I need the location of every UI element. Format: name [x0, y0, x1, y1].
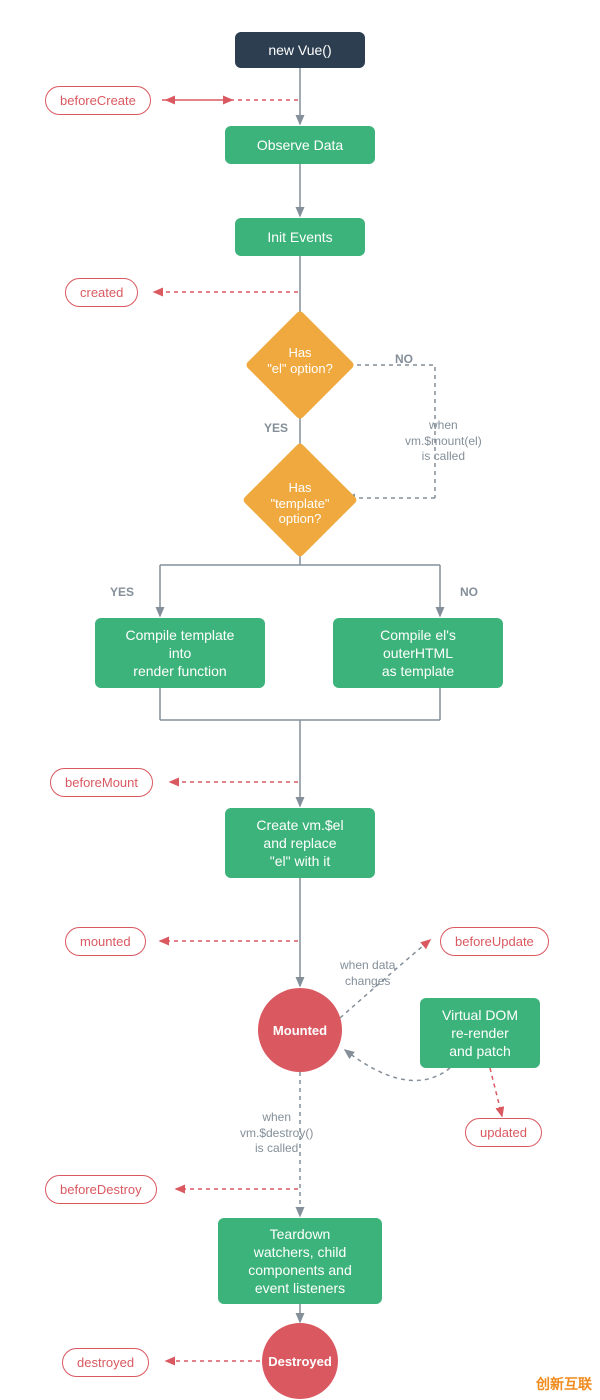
hook-updated: updated [465, 1118, 542, 1147]
hook-before-mount: beforeMount [50, 768, 153, 797]
node-new-vue: new Vue() [235, 32, 365, 68]
annot-when-destroy: when vm.$destroy() is called [240, 1110, 313, 1157]
hook-destroyed: destroyed [62, 1348, 149, 1377]
hook-before-update: beforeUpdate [440, 927, 549, 956]
circle-destroyed: Destroyed [262, 1323, 338, 1399]
label-yes-2: YES [110, 585, 134, 599]
hook-before-create: beforeCreate [45, 86, 151, 115]
watermark: 创新互联 [536, 1374, 592, 1394]
label-no-2: NO [460, 585, 478, 599]
annot-when-data: when data changes [340, 958, 395, 989]
node-observe-data: Observe Data [225, 126, 375, 164]
node-create-vm-el: Create vm.$el and replace "el" with it [225, 808, 375, 878]
node-virtual-dom: Virtual DOM re-render and patch [420, 998, 540, 1068]
hook-before-destroy: beforeDestroy [45, 1175, 157, 1204]
circle-mounted: Mounted [258, 988, 342, 1072]
hook-created: created [65, 278, 138, 307]
label-no-1: NO [395, 352, 413, 366]
label-yes-1: YES [264, 421, 288, 435]
node-compile-template: Compile template into render function [95, 618, 265, 688]
annot-when-mount: when vm.$mount(el) is called [405, 418, 482, 465]
node-teardown: Teardown watchers, child components and … [218, 1218, 382, 1304]
node-init-events: Init Events [235, 218, 365, 256]
hook-mounted: mounted [65, 927, 146, 956]
node-compile-el: Compile el's outerHTML as template [333, 618, 503, 688]
